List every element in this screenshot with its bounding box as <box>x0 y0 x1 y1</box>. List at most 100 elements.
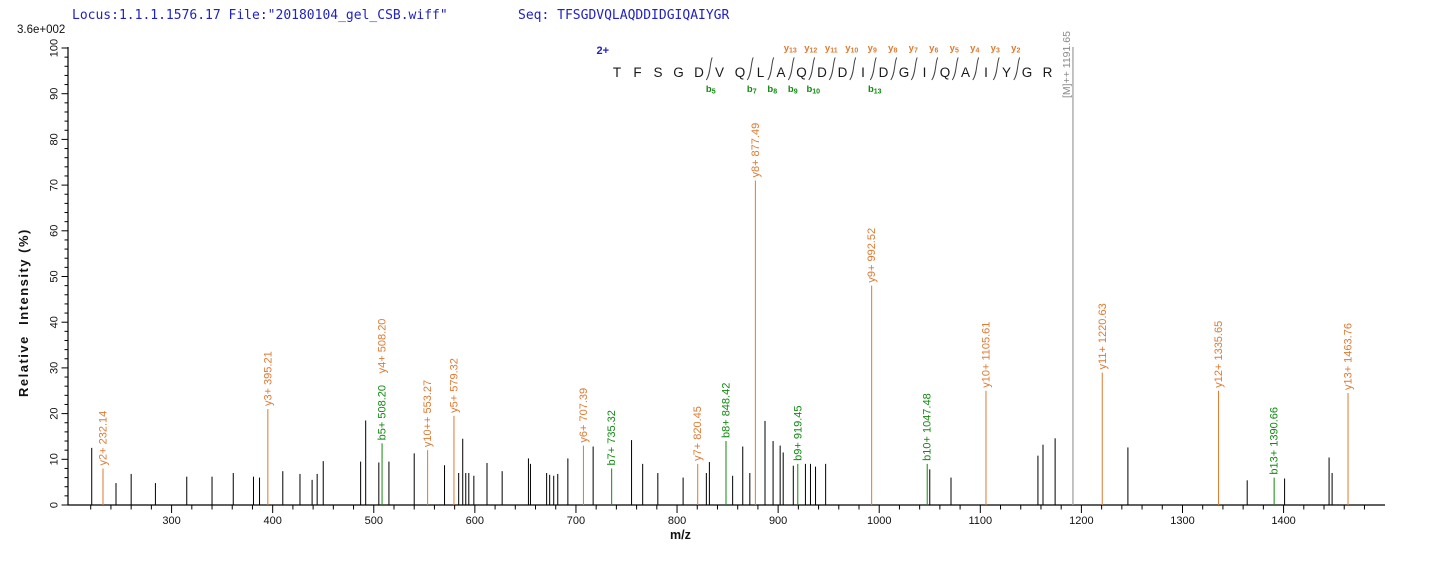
x-tick-label: 1200 <box>1069 515 1093 527</box>
residue-letter: G <box>1022 65 1033 80</box>
y-tick-label: 20 <box>49 407 61 419</box>
y-tick-label: 40 <box>49 316 61 328</box>
peak-label: y11+ 1220.63 <box>1097 303 1109 369</box>
fragment-cleavage-mark <box>972 57 980 81</box>
y-ion-tag: y3 <box>991 43 1000 55</box>
peak-label: y3+ 395.21 <box>262 351 274 406</box>
peak-label: y10+ 1105.61 <box>980 322 992 388</box>
peak-label: b7+ 735.32 <box>606 410 618 465</box>
b-ion-tag: b10 <box>806 84 820 96</box>
x-tick-label: 700 <box>567 515 585 527</box>
residue-letter: D <box>817 65 827 80</box>
y-ion-tag: y7 <box>909 43 918 55</box>
residue-letter: L <box>757 65 765 80</box>
sequence-label: Seq: TFSGDVQLAQDDIDGIQAIYGR <box>518 8 729 23</box>
fragment-cleavage-mark <box>828 57 836 81</box>
axes: 300 400 500 600 700 800 900 1000 1100 1200 1300 140… <box>49 39 1385 527</box>
residue-letter: I <box>923 65 927 80</box>
residue-letter: A <box>961 65 970 80</box>
x-tick-label: 1400 <box>1271 515 1295 527</box>
fragment-cleavage-mark <box>705 57 713 81</box>
b-ion-tag: b7 <box>747 84 757 96</box>
fragment-cleavage-mark <box>746 57 754 81</box>
peak-label: y4+ 508.20 <box>377 319 389 374</box>
y-ion-tag: y11 <box>825 43 838 55</box>
y-tick-label: 10 <box>49 453 61 465</box>
y-ion-tag: y5 <box>950 43 959 55</box>
y-tick-label: 30 <box>49 362 61 374</box>
precursor-charge-label: 2+ <box>596 45 609 57</box>
fragment-cleavage-mark <box>787 57 795 81</box>
b-ion-tag: b5 <box>706 84 716 96</box>
y-tick-label: 90 <box>49 88 61 100</box>
y-ion-tag: y6 <box>929 43 938 55</box>
x-tick-label: 800 <box>668 515 686 527</box>
x-tick-label: 1300 <box>1170 515 1194 527</box>
x-axis-title: m/z <box>670 528 691 542</box>
peak-label: b9+ 919.45 <box>792 405 804 460</box>
x-tick-label: 900 <box>769 515 787 527</box>
x-tick-label: 1100 <box>968 515 992 527</box>
residue-letter: Y <box>1002 65 1011 80</box>
peak-label: y2+ 232.14 <box>97 411 109 466</box>
residue-letter: I <box>861 65 865 80</box>
y-ion-tag: y10 <box>845 43 858 55</box>
peak-label: y13+ 1463.76 <box>1343 323 1355 390</box>
fragment-cleavage-mark <box>767 57 775 81</box>
residue-letter: I <box>984 65 988 80</box>
spectrum-header: Locus:1.1.1.1576.17 File:"20180104_gel_C… <box>0 8 1436 26</box>
peak-label: y12+ 1335.65 <box>1213 321 1225 388</box>
x-tick-label: 300 <box>162 515 180 527</box>
residue-letter: G <box>899 65 910 80</box>
residue-letter: Q <box>940 65 951 80</box>
y-ion-tag: y8 <box>888 43 897 55</box>
y-ion-tag: y12 <box>804 43 817 55</box>
peptide-sequence-annotation: 2+T F S G D V Q L A Q D D I D G I Q A I Y G Rb5 b7 b8y13b9y12b1… <box>596 43 1052 96</box>
y-tick-label: 60 <box>49 225 61 237</box>
y-ion-tag: y2 <box>1011 43 1020 55</box>
peak-label: b8+ 848.42 <box>720 383 732 438</box>
y-tick-label: 100 <box>49 39 61 57</box>
peak-label: y9+ 992.52 <box>866 228 878 283</box>
fragment-cleavage-mark <box>808 57 816 81</box>
peak-label: y5+ 579.32 <box>448 358 460 413</box>
y-tick-label: 50 <box>49 270 61 282</box>
fragment-cleavage-mark <box>910 57 918 81</box>
x-tick-label: 600 <box>466 515 484 527</box>
peak-label: y10++ 553.27 <box>422 380 434 447</box>
b-ion-tag: b8 <box>767 84 777 96</box>
residue-letter: D <box>694 65 704 80</box>
y-ion-tag: y9 <box>868 43 877 55</box>
fragment-cleavage-mark <box>849 57 857 81</box>
x-tick-label: 1000 <box>867 515 891 527</box>
x-tick-label: 500 <box>365 515 383 527</box>
y-tick-label: 0 <box>49 502 61 508</box>
residue-letter: F <box>633 65 641 80</box>
precursor: [M]++ 1191.65 <box>1061 31 1074 505</box>
fragment-cleavage-mark <box>890 57 898 81</box>
b-ion-tag: b13 <box>868 84 882 96</box>
peak-label: y6+ 707.39 <box>578 388 590 443</box>
fragment-cleavage-mark <box>1013 57 1021 81</box>
precursor-label: [M]++ 1191.65 <box>1061 31 1073 98</box>
peak-label: b13+ 1390.66 <box>1269 407 1281 475</box>
peak-label: y7+ 820.45 <box>692 406 704 461</box>
y-ion-tag: y13 <box>784 43 797 55</box>
residue-letter: Q <box>735 65 746 80</box>
seq-value: TFSGDVQLAQDDIDGIQAIYGR <box>557 8 730 23</box>
unlabeled-peaks <box>91 420 1333 505</box>
x-tick-label: 400 <box>264 515 282 527</box>
residue-letter: S <box>653 65 662 80</box>
fragment-cleavage-mark <box>931 57 939 81</box>
fragment-cleavage-mark <box>951 57 959 81</box>
fragment-cleavage-mark <box>869 57 877 81</box>
y-tick-label: 70 <box>49 179 61 191</box>
y-axis-title: Relative Intensity (%) <box>16 228 31 397</box>
annotated-peaks: y2+ 232.14 y3+ 395.21 b5+ 508.20 y4+ 508.20… <box>97 123 1355 505</box>
residue-letter: D <box>838 65 848 80</box>
base-peak-intensity-label: 3.6e+002 <box>17 24 66 36</box>
locus-file-label: Locus:1.1.1.1576.17 File:"20180104_gel_C… <box>72 8 448 23</box>
peak-label: b10+ 1047.48 <box>922 393 934 461</box>
